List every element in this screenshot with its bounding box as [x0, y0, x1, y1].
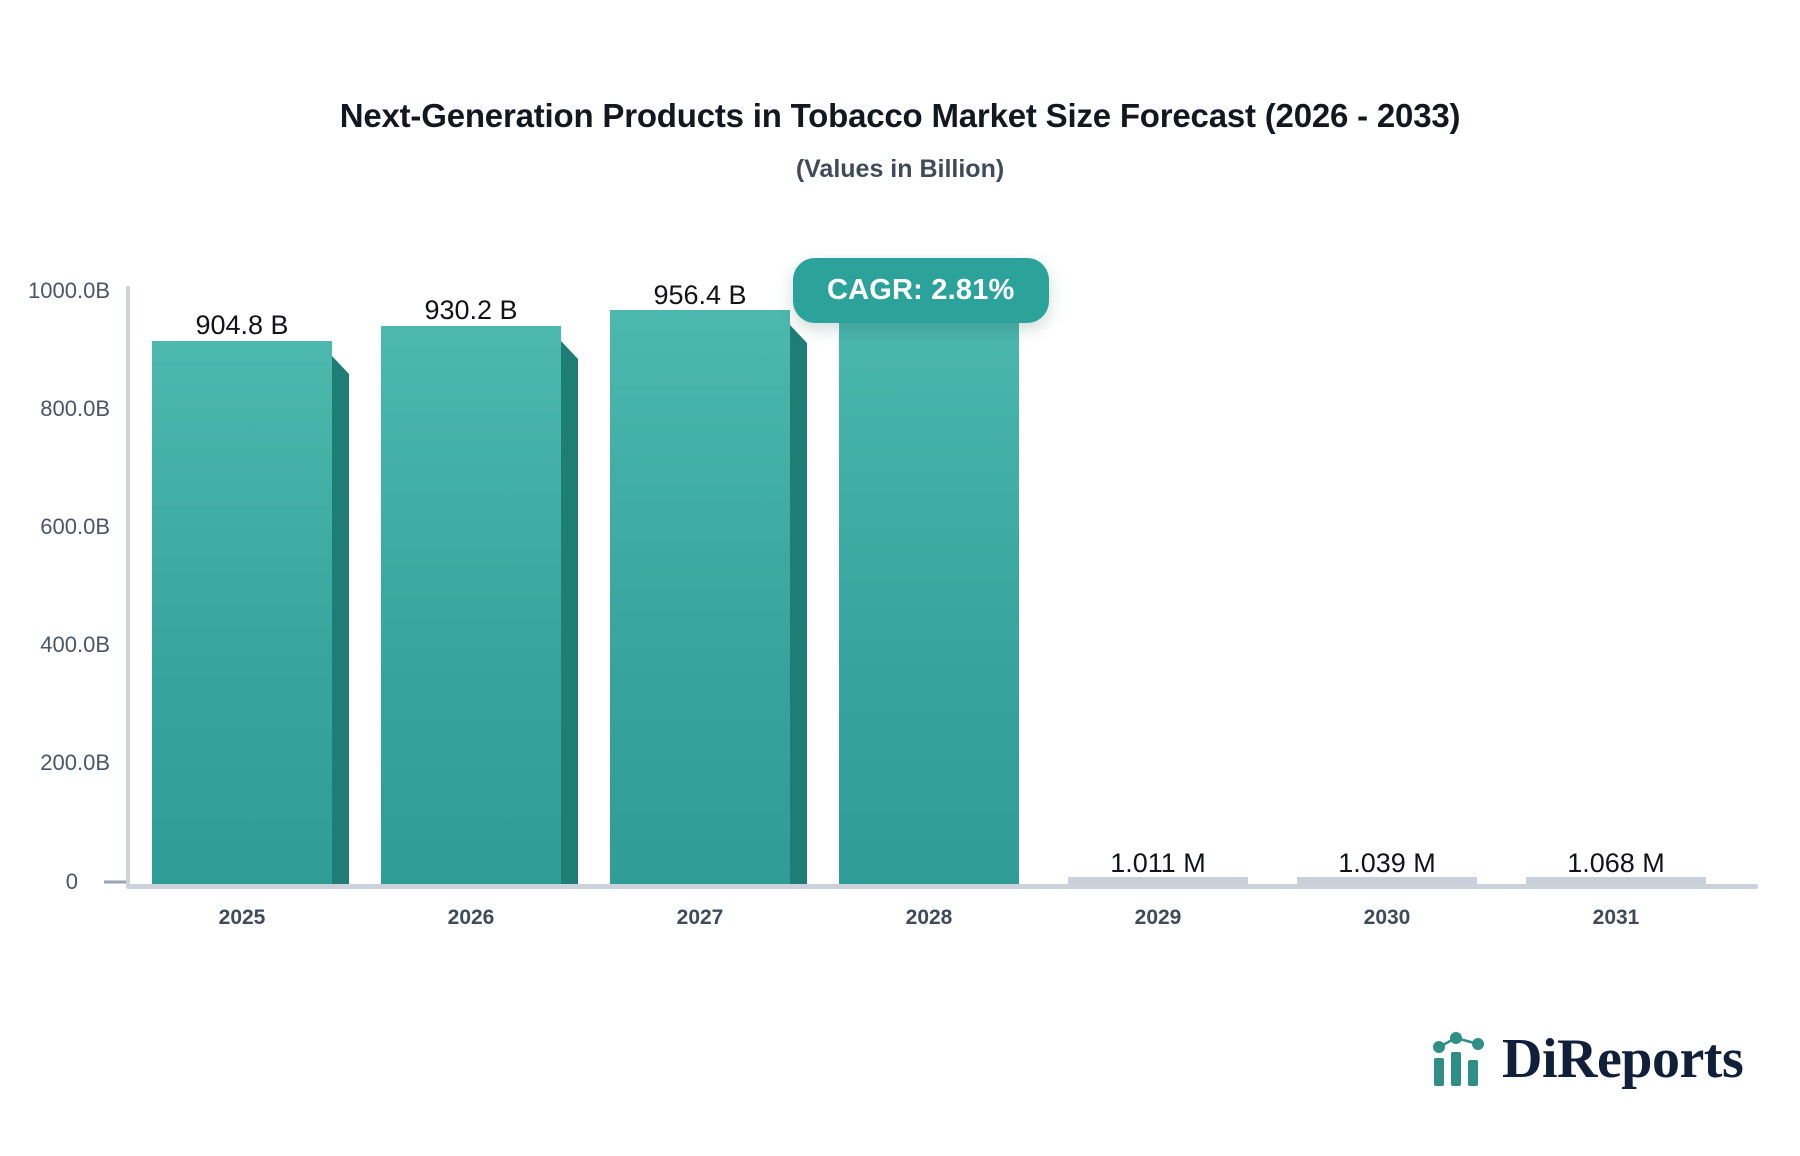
y-axis-line [126, 286, 130, 886]
x-tick-label-2025: 2025 [218, 906, 266, 929]
bar-value-2025: 904.8 B [195, 310, 289, 340]
y-tick-label-0: 0 [65, 869, 78, 894]
bar-face-2031 [1526, 877, 1706, 884]
bar-2030[interactable] [1297, 877, 1477, 884]
bar-value-2031: 1.068 M [1567, 848, 1665, 878]
bar-side-2025 [332, 356, 349, 884]
bar-value-2027: 956.4 B [653, 280, 747, 310]
x-axis-line [126, 884, 1758, 889]
bar-2028[interactable] [839, 294, 1019, 884]
bar-chart-dots-icon [1433, 1032, 1484, 1086]
bar-2026[interactable] [381, 326, 578, 884]
bar-side-2026 [561, 341, 578, 884]
y-tick-label-800: 800.0B [40, 396, 110, 421]
bar-face-2027 [610, 310, 790, 884]
bar-2031[interactable] [1526, 877, 1706, 884]
y-tick-dash-0 [104, 880, 126, 884]
bar-2025[interactable] [152, 341, 349, 884]
x-tick-label-2028: 2028 [905, 906, 953, 929]
bar-value-2026: 930.2 B [424, 295, 518, 325]
y-tick-label-600: 600.0B [40, 514, 110, 539]
page-title: Next-Generation Products in Tobacco Mark… [339, 97, 1461, 134]
x-tick-label-2029: 2029 [1134, 906, 1182, 929]
brand-logo: DiReports [1432, 1028, 1744, 1090]
bar-value-2030: 1.039 M [1338, 848, 1436, 878]
x-tick-label-2031: 2031 [1592, 906, 1640, 929]
x-tick-label-2030: 2030 [1363, 906, 1411, 929]
bar-face-2026 [381, 326, 561, 884]
bar-2027[interactable] [610, 310, 807, 884]
x-tick-label-2026: 2026 [447, 906, 495, 929]
cagr-badge[interactable]: CAGR: 2.81% [793, 258, 1049, 323]
logo-text: DiReports [1502, 1028, 1744, 1090]
y-tick-label-1000: 1000.0B [28, 278, 110, 303]
bar-face-2028 [839, 294, 1019, 884]
bar-face-2025 [152, 341, 332, 884]
bar-value-2029: 1.011 M [1110, 848, 1206, 878]
chart-subtitle: (Values in Billion) [795, 154, 1005, 183]
bar-side-2027 [790, 325, 807, 884]
chart-header: Next-Generation Products in Tobacco Mark… [0, 0, 1800, 184]
bar-face-2030 [1297, 877, 1477, 884]
bar-2029[interactable] [1068, 877, 1248, 884]
y-tick-label-400: 400.0B [40, 632, 110, 657]
x-tick-label-2027: 2027 [676, 906, 724, 929]
y-tick-label-200: 200.0B [40, 750, 110, 775]
bar-face-2029 [1068, 877, 1248, 884]
